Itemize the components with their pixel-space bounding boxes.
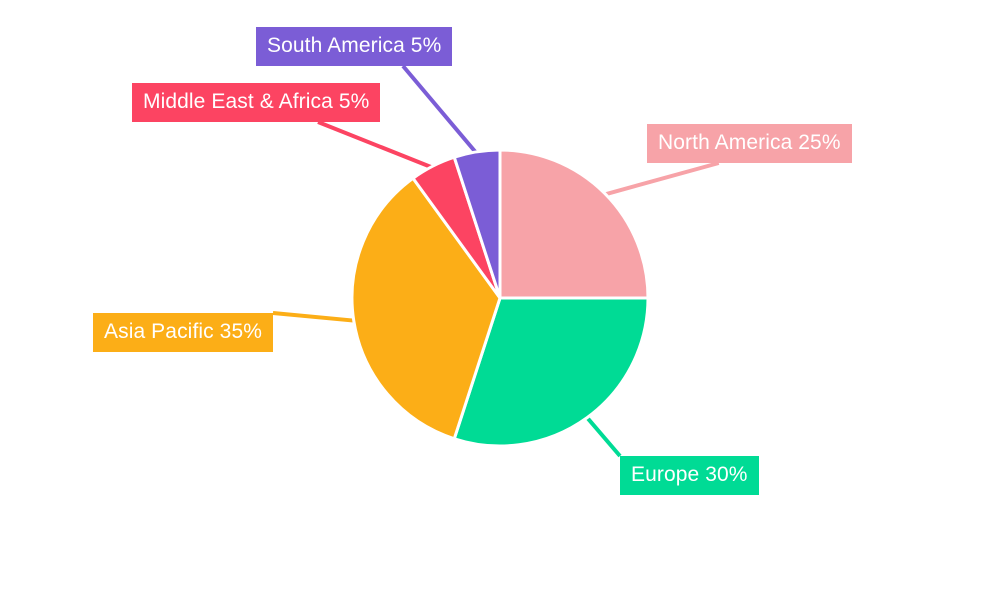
pie-slice-label: South America 5%: [256, 27, 453, 66]
pie-slice[interactable]: [452, 148, 502, 300]
label-leader-line: [584, 414, 622, 458]
pie-slices: [350, 148, 650, 448]
pie-slice-label: Middle East & Africa 5%: [132, 83, 381, 122]
pie-slice-label: North America 25%: [647, 124, 852, 163]
label-leader-line: [317, 120, 435, 170]
pie-slice[interactable]: [452, 296, 650, 448]
label-leader-line: [272, 311, 357, 323]
label-leader-line: [401, 64, 479, 156]
leader-lines: [272, 64, 720, 458]
label-leader-line: [602, 161, 720, 197]
pie-slice-label: Europe 30%: [620, 456, 759, 495]
pie-slice[interactable]: [498, 148, 650, 300]
pie-slice[interactable]: [350, 176, 502, 441]
pie-slice-label: Asia Pacific 35%: [93, 313, 274, 352]
